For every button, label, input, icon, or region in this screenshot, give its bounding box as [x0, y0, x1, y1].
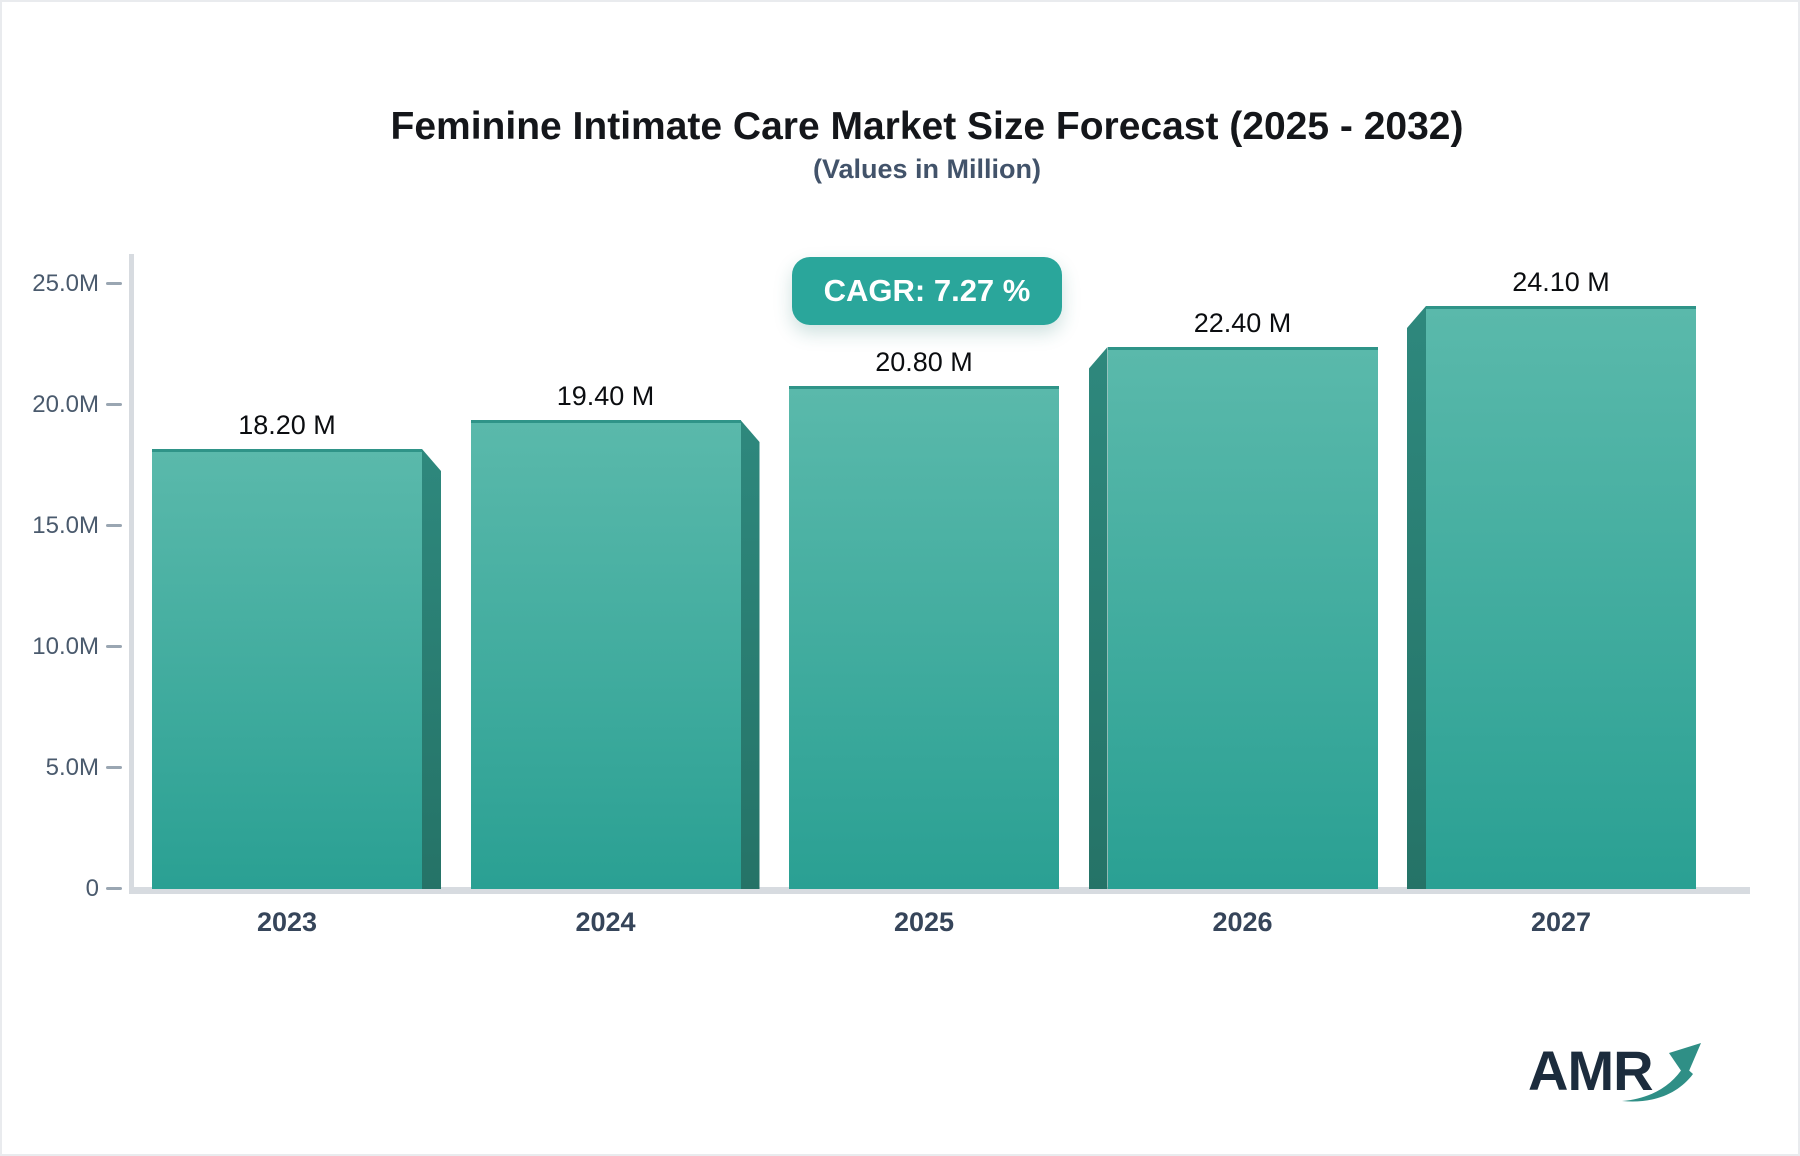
bar-value-label-2023: 18.20 M — [238, 410, 336, 440]
bar-2025 — [789, 386, 1059, 889]
bar-2027-3d-side — [1407, 306, 1426, 889]
y-tick-label: 25.0M — [32, 270, 99, 297]
bar-value-label-2027: 24.10 M — [1512, 267, 1610, 297]
y-tick-label: 15.0M — [32, 512, 99, 539]
y-tick-mark — [106, 282, 122, 285]
x-axis-label-2025: 2025 — [893, 907, 955, 937]
x-axis-label-2027: 2027 — [1530, 907, 1592, 937]
y-tick-label: 0 — [85, 875, 99, 902]
amr-logo-text: AMR — [1528, 1039, 1653, 1102]
bar-2023-3d-side — [422, 449, 441, 889]
x-axis-label-2023: 2023 — [256, 907, 318, 937]
x-axis-label-2026: 2026 — [1212, 907, 1273, 937]
bar-2027 — [1426, 306, 1696, 889]
y-tick-mark — [106, 645, 122, 648]
cagr-badge: CAGR: 7.27 % — [792, 257, 1062, 325]
y-tick-mark — [106, 403, 122, 406]
amr-logo: AMR — [1528, 1039, 1701, 1102]
y-axis-line — [129, 254, 134, 889]
bar-2023 — [152, 449, 422, 889]
bar-2026-3d-side — [1088, 347, 1108, 889]
bar-2024 — [470, 420, 741, 889]
bar-value-label-2024: 19.40 M — [556, 381, 655, 411]
bar-2024-3d-side — [740, 420, 760, 889]
y-tick-mark — [106, 524, 122, 527]
chart-title: Feminine Intimate Care Market Size Forec… — [390, 105, 1464, 148]
y-tick-label: 10.0M — [32, 633, 99, 660]
x-axis-label-2024: 2024 — [575, 907, 636, 937]
amr-logo-arrowhead — [1669, 1043, 1701, 1078]
y-tick-mark — [106, 766, 122, 769]
y-tick-label: 20.0M — [32, 391, 99, 418]
x-axis-baseline — [129, 887, 1750, 894]
y-tick-mark — [106, 887, 122, 890]
bar-value-label-2025: 20.80 M — [875, 347, 973, 377]
chart-subtitle: (Values in Million) — [812, 154, 1042, 184]
bar-2026 — [1107, 347, 1378, 889]
bar-value-label-2026: 22.40 M — [1193, 308, 1292, 338]
y-tick-label: 5.0M — [45, 754, 99, 781]
